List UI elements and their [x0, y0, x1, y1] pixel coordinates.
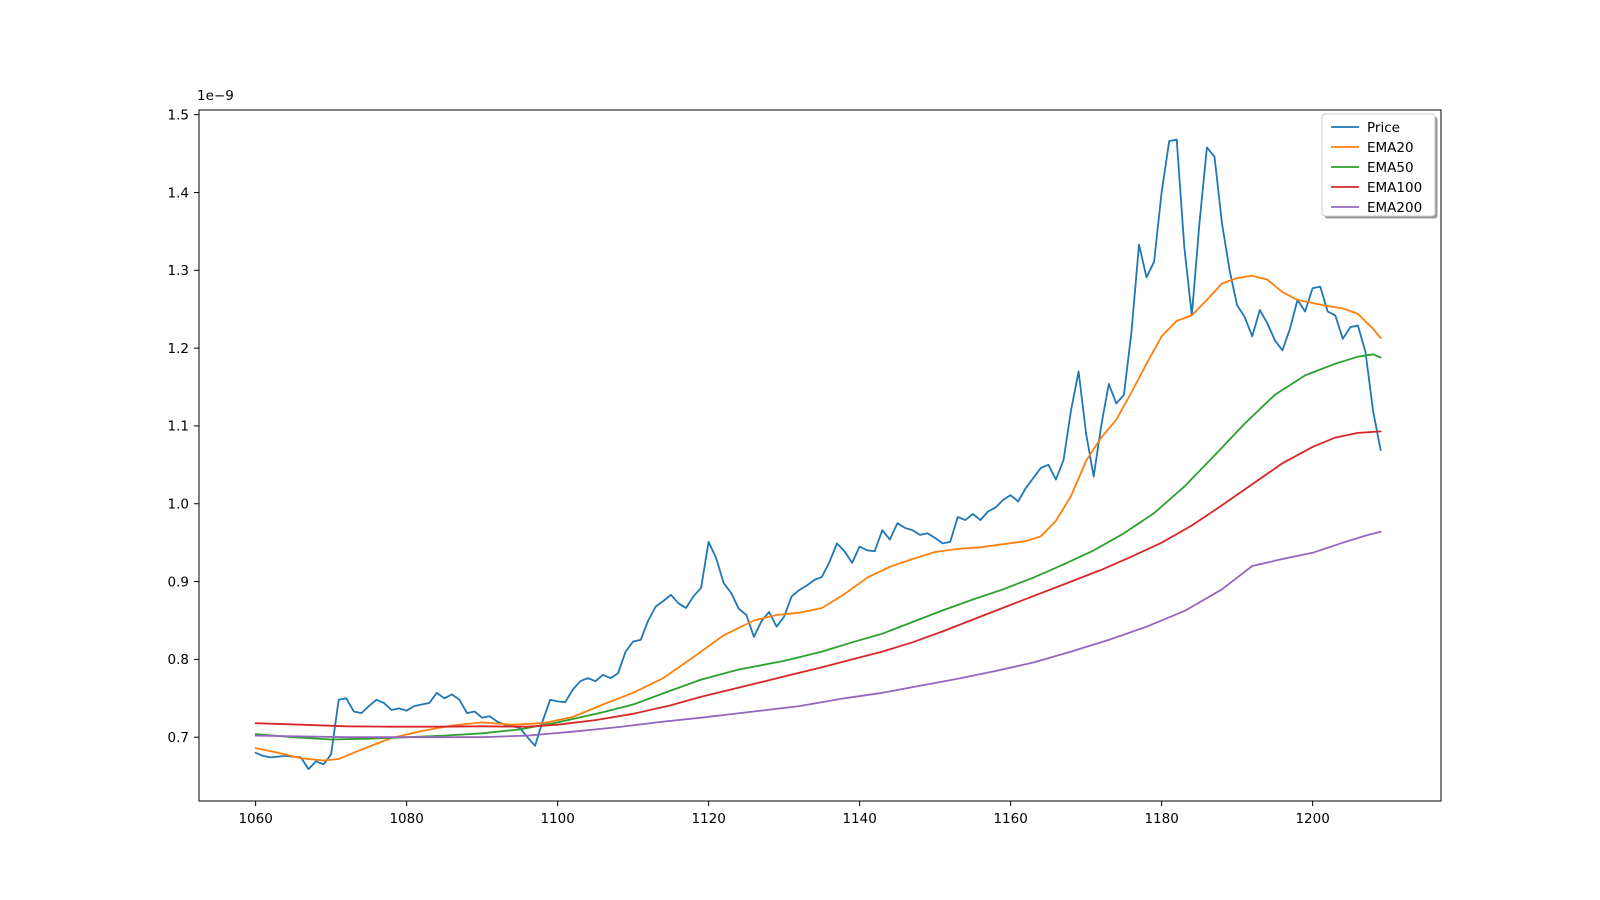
y-tick-label-1.2: 1.2	[168, 341, 189, 357]
x-tick-label-1160: 1160	[993, 811, 1027, 827]
legend-label-price: Price	[1367, 120, 1400, 136]
x-tick-label-1100: 1100	[540, 811, 574, 827]
x-tick-label-1080: 1080	[389, 811, 423, 827]
x-tick-label-1120: 1120	[691, 811, 725, 827]
series-line-ema50	[254, 353, 1382, 741]
legend-label-ema100: EMA100	[1367, 180, 1422, 196]
series-line-price	[254, 138, 1382, 770]
y-tick-label-1.1: 1.1	[168, 419, 189, 435]
x-tick-label-1060: 1060	[238, 811, 272, 827]
legend-item-ema50: EMA50	[1331, 160, 1414, 176]
y-tick-label-1.5: 1.5	[168, 107, 189, 123]
x-tick-label-1180: 1180	[1144, 811, 1178, 827]
legend-item-price: Price	[1331, 120, 1400, 136]
legend: Price EMA20 EMA50 EMA100 EMA200	[1321, 113, 1438, 219]
y-tick-label-0.8: 0.8	[168, 652, 189, 668]
legend-box	[1321, 113, 1436, 217]
y-tick-label-1.3: 1.3	[168, 263, 189, 279]
x-tick-label-1140: 1140	[842, 811, 876, 827]
plot-border	[198, 109, 1442, 802]
series-line-ema20	[254, 274, 1382, 762]
legend-item-ema200: EMA200	[1331, 200, 1422, 216]
series-line-ema100	[254, 430, 1382, 728]
legend-item-ema20: EMA20	[1331, 140, 1414, 156]
legend-label-ema200: EMA200	[1367, 200, 1422, 216]
y-tick-label-0.7: 0.7	[168, 730, 189, 746]
series-line-ema200	[254, 530, 1382, 739]
y-tick-label-0.9: 0.9	[168, 574, 189, 590]
legend-item-ema100: EMA100	[1331, 180, 1422, 196]
legend-label-ema50: EMA50	[1367, 160, 1414, 176]
y-tick-label-1.4: 1.4	[168, 185, 189, 201]
y-tick-label-1.0: 1.0	[168, 497, 189, 513]
y-axis-offset-label: 1e−9	[197, 88, 234, 104]
legend-label-ema20: EMA20	[1367, 140, 1414, 156]
x-tick-label-1200: 1200	[1295, 811, 1329, 827]
